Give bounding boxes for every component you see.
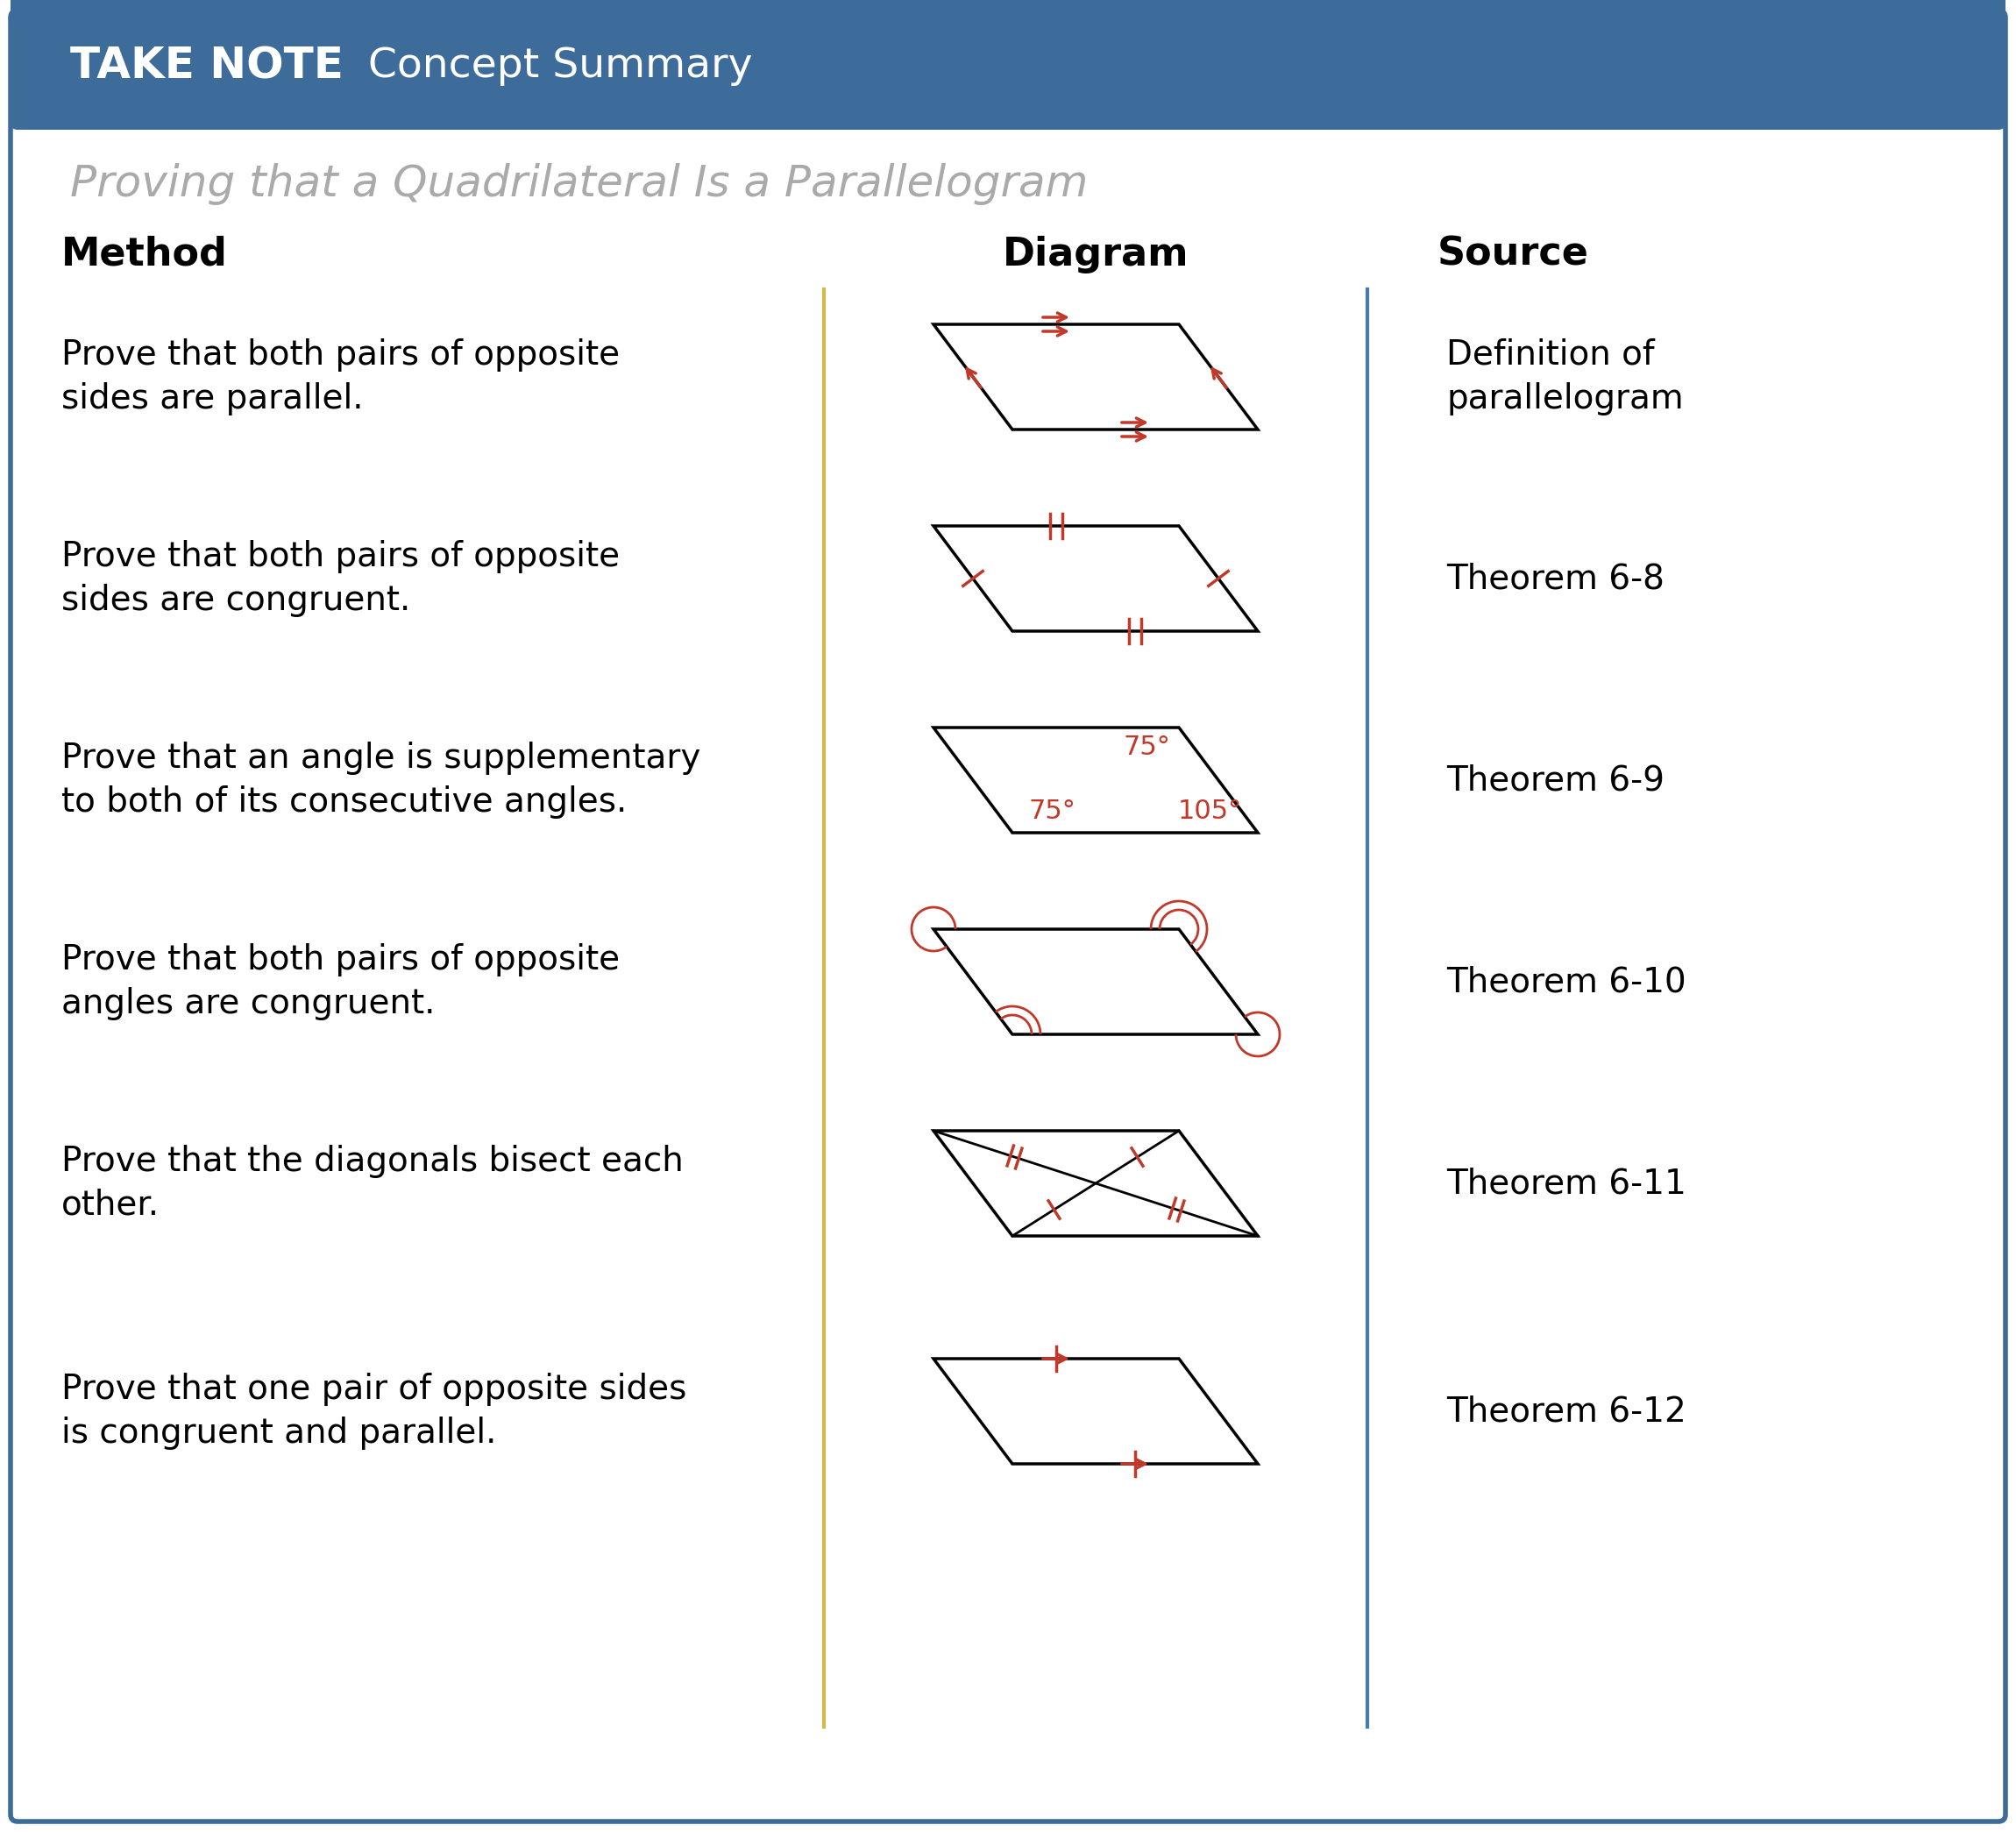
Text: Prove that an angle is supplementary
to both of its consecutive angles.: Prove that an angle is supplementary to … [60,742,702,819]
Text: Prove that both pairs of opposite
sides are congruent.: Prove that both pairs of opposite sides … [60,540,619,617]
Text: Prove that both pairs of opposite
angles are congruent.: Prove that both pairs of opposite angles… [60,943,619,1020]
Text: 105°: 105° [1177,799,1242,824]
Text: Proving that a Quadrilateral Is a Parallelogram: Proving that a Quadrilateral Is a Parall… [71,163,1089,205]
Text: Theorem 6-8: Theorem 6-8 [1445,562,1665,595]
Text: Prove that the diagonals bisect each
other.: Prove that the diagonals bisect each oth… [60,1145,683,1222]
Text: Theorem 6-9: Theorem 6-9 [1445,764,1665,797]
Text: Source: Source [1437,234,1589,273]
Text: Prove that both pairs of opposite
sides are parallel.: Prove that both pairs of opposite sides … [60,339,619,416]
Text: Theorem 6-10: Theorem 6-10 [1445,965,1685,998]
Text: Method: Method [60,234,228,273]
FancyBboxPatch shape [10,11,2006,1821]
Text: Definition of
parallelogram: Definition of parallelogram [1445,339,1683,416]
Text: Diagram: Diagram [1002,234,1189,273]
Text: Prove that one pair of opposite sides
is congruent and parallel.: Prove that one pair of opposite sides is… [60,1372,687,1449]
Text: Concept Summary: Concept Summary [343,46,752,86]
Text: Theorem 6-12: Theorem 6-12 [1445,1394,1685,1427]
Text: 75°: 75° [1123,735,1169,760]
FancyBboxPatch shape [10,0,2006,130]
Text: Theorem 6-11: Theorem 6-11 [1445,1167,1685,1200]
Text: TAKE NOTE: TAKE NOTE [71,44,343,86]
Text: 75°: 75° [1028,799,1075,824]
